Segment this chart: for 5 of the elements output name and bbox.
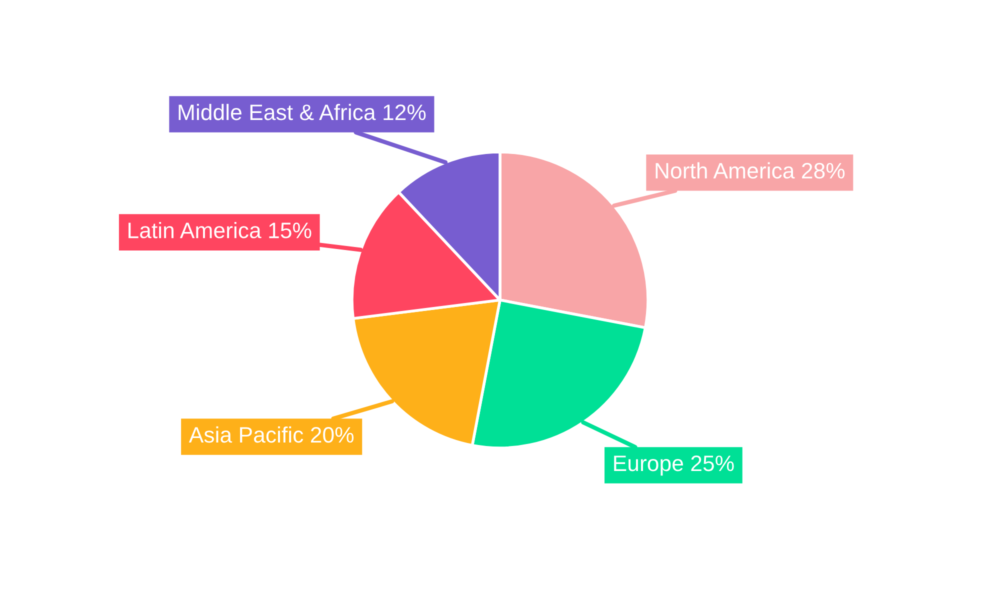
slice-label: Middle East & Africa 12% (178, 104, 426, 120)
slice-label: Europe 25% (614, 455, 734, 476)
slice-label: North America 28% (656, 162, 845, 179)
slice-label: Asia Pacific 20% (188, 426, 354, 443)
slice-label: Latin America 15% (128, 222, 312, 238)
